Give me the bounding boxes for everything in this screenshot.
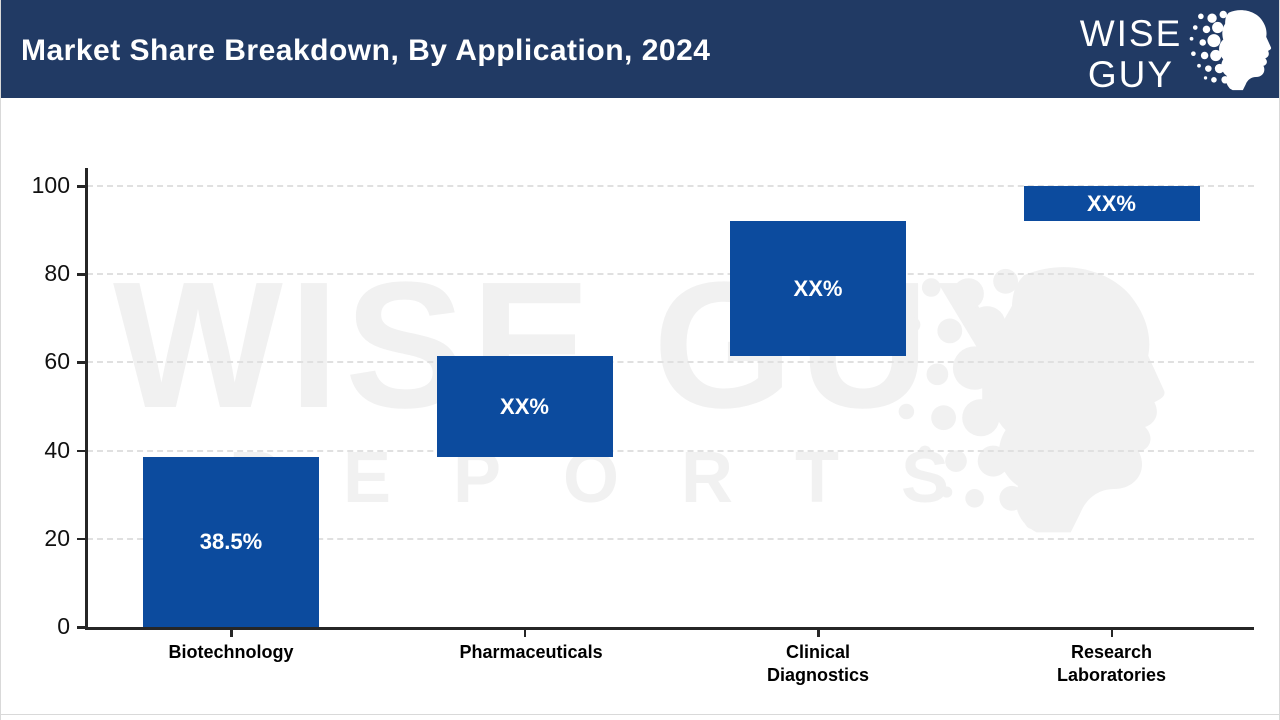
- report-header: Market Share Breakdown, By Application, …: [1, 0, 1279, 114]
- x-tick-label-research-laboratories: Research Laboratories: [1056, 642, 1167, 685]
- x-tick-pharmaceuticals: [523, 629, 526, 637]
- y-tick-60: [77, 361, 86, 364]
- bar-biotechnology: [143, 457, 319, 627]
- x-tick-label-biotechnology: Biotechnology: [168, 642, 294, 662]
- gridline-100: [87, 185, 1254, 187]
- y-tick-label-60: 60: [44, 348, 70, 375]
- y-tick-label-100: 100: [31, 172, 70, 198]
- x-tick-label-clinical-diagnostics: Clinical Diagnostics: [766, 642, 870, 685]
- y-tick-label-0: 0: [57, 613, 70, 639]
- watermark-head-icon: [894, 267, 1165, 533]
- bar-research-laboratories: [1023, 186, 1200, 222]
- bar-value-label-biotechnology: 38.5%: [199, 529, 263, 555]
- y-tick-40: [77, 449, 86, 453]
- gridline-40: [87, 449, 1254, 452]
- logo-name-text: WISE GUY: [1079, 13, 1183, 95]
- bar-pharmaceuticals: [436, 355, 613, 458]
- x-tick-research-laboratories: [1110, 629, 1113, 637]
- gridline-20: [87, 537, 1254, 540]
- y-tick-100: [77, 185, 86, 188]
- bar-value-label-clinical-diagnostics: XX%: [793, 275, 843, 301]
- x-tick-biotechnology: [230, 629, 233, 637]
- x-tick-label-pharmaceuticals: Pharmaceuticals: [459, 642, 603, 662]
- y-tick-80: [77, 273, 86, 276]
- gridline-80: [87, 273, 1254, 276]
- y-tick-label-80: 80: [44, 260, 70, 287]
- gridline-60: [87, 361, 1254, 364]
- y-axis-line: [85, 168, 88, 629]
- y-tick-20: [77, 537, 86, 541]
- chart-plot-area: WISE GUY REPORTS 0 20 40 60 80 100 38.5% Biotec…: [1, 98, 1279, 715]
- x-axis-line: [85, 627, 1254, 630]
- bar-clinical-diagnostics: [730, 221, 906, 356]
- y-tick-label-40: 40: [44, 436, 70, 463]
- bar-value-label-research-laboratories: XX%: [1087, 190, 1136, 216]
- y-tick-label-20: 20: [44, 524, 70, 551]
- x-tick-clinical-diagnostics: [817, 629, 820, 637]
- bar-value-label-pharmaceuticals: XX%: [500, 393, 549, 419]
- y-tick-0: [77, 626, 86, 629]
- wiseguy-head-icon: [1189, 10, 1272, 91]
- chart-title: Market Share Breakdown, By Application, …: [21, 34, 711, 67]
